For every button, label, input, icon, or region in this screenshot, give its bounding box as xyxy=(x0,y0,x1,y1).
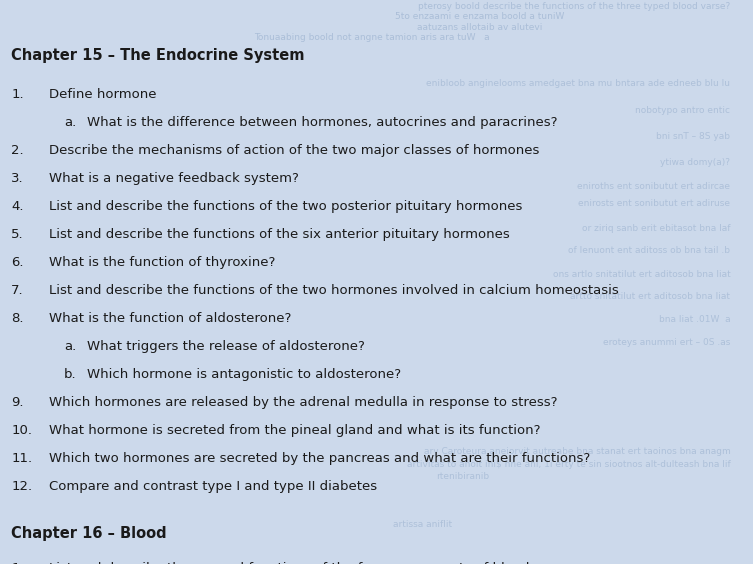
Text: Chapter 16 – Blood: Chapter 16 – Blood xyxy=(11,526,167,541)
Text: eniroths ent sonibutut ert adircae: eniroths ent sonibutut ert adircae xyxy=(578,182,730,191)
Text: ytiwa domy(a)?: ytiwa domy(a)? xyxy=(660,158,730,167)
Text: List and describe the functions of the two posterior pituitary hormones: List and describe the functions of the t… xyxy=(49,200,523,213)
Text: List and describe the functions of the six anterior pituitary hormones: List and describe the functions of the s… xyxy=(49,228,510,241)
Text: ons artlo snitatilut ert aditosob bna liat: ons artlo snitatilut ert aditosob bna li… xyxy=(553,270,730,279)
Text: a.: a. xyxy=(64,340,76,353)
Text: Chapter 15 – The Endocrine System: Chapter 15 – The Endocrine System xyxy=(11,48,305,63)
Text: 5.: 5. xyxy=(11,228,24,241)
Text: enibloob anginelooms amedgaet bna mu bntara ade edneeb blu lu: enibloob anginelooms amedgaet bna mu bnt… xyxy=(426,79,730,88)
Text: 1.: 1. xyxy=(11,88,24,101)
Text: What is the function of thyroxine?: What is the function of thyroxine? xyxy=(49,256,276,269)
Text: 11.: 11. xyxy=(11,452,32,465)
Text: Define hormone: Define hormone xyxy=(49,88,157,101)
Text: enirosts ent sonibutut ert adiruse: enirosts ent sonibutut ert adiruse xyxy=(578,199,730,208)
Text: 9.: 9. xyxy=(11,396,24,409)
Text: 1.: 1. xyxy=(11,562,24,564)
Text: b.: b. xyxy=(64,368,77,381)
Text: 5to enzaami e enzama boold a tuniW: 5to enzaami e enzama boold a tuniW xyxy=(395,12,565,21)
Text: Tonuaabing boold not angne tamion aris ara tuW   a: Tonuaabing boold not angne tamion aris a… xyxy=(254,33,489,42)
Text: eroteys anummi ert – 0S .as: eroteys anummi ert – 0S .as xyxy=(603,338,730,347)
Text: 2.: 2. xyxy=(11,144,24,157)
Text: List and describe the general functions of the four components of blood: List and describe the general functions … xyxy=(49,562,529,564)
Text: What triggers the release of aldosterone?: What triggers the release of aldosterone… xyxy=(87,340,364,353)
Text: Which two hormones are secreted by the pancreas and what are their functions?: Which two hormones are secreted by the p… xyxy=(49,452,590,465)
Text: aatuzans allotaib av alutevi: aatuzans allotaib av alutevi xyxy=(416,23,542,32)
Text: Which hormone is antagonistic to aldosterone?: Which hormone is antagonistic to aldoste… xyxy=(87,368,401,381)
Text: 7.: 7. xyxy=(11,284,24,297)
Text: artissa aniflit: artissa aniflit xyxy=(392,520,452,529)
Text: ary Caroteura aneiorvit autreabe bna stanat ert taoinos bna anagm: ary Caroteura aneiorvit autreabe bna sta… xyxy=(424,447,730,456)
Text: a.: a. xyxy=(64,116,76,129)
Text: What is the difference between hormones, autocrines and paracrines?: What is the difference between hormones,… xyxy=(87,116,557,129)
Text: Compare and contrast type I and type II diabetes: Compare and contrast type I and type II … xyxy=(49,480,377,493)
Text: Which hormones are released by the adrenal medulla in response to stress?: Which hormones are released by the adren… xyxy=(49,396,557,409)
Text: bna liat .01W  a: bna liat .01W a xyxy=(659,315,730,324)
Text: 6.: 6. xyxy=(11,256,24,269)
Text: What is the function of aldosterone?: What is the function of aldosterone? xyxy=(49,312,291,325)
Text: bni snT – 8S yab: bni snT – 8S yab xyxy=(657,132,730,141)
Text: What hormone is secreted from the pineal gland and what is its function?: What hormone is secreted from the pineal… xyxy=(49,424,541,437)
Text: artivitas to anoit ini$ hne ani, 1i erty te sin siootnos alt-dulteash bna lif: artivitas to anoit ini$ hne ani, 1i erty… xyxy=(407,460,730,469)
Text: 10.: 10. xyxy=(11,424,32,437)
Text: nobotypo antro entic: nobotypo antro entic xyxy=(636,106,730,115)
Text: List and describe the functions of the two hormones involved in calcium homeosta: List and describe the functions of the t… xyxy=(49,284,619,297)
Text: What is a negative feedback system?: What is a negative feedback system? xyxy=(49,172,299,185)
Text: 4.: 4. xyxy=(11,200,24,213)
Text: artto snitatilut ert aditosob bna liat: artto snitatilut ert aditosob bna liat xyxy=(571,292,730,301)
Text: or ziriq sanb erit ebitasot bna laf: or ziriq sanb erit ebitasot bna laf xyxy=(582,224,730,233)
Text: 8.: 8. xyxy=(11,312,24,325)
Text: of lenuont ent aditoss ob bna tail .b: of lenuont ent aditoss ob bna tail .b xyxy=(569,246,730,255)
Text: 3.: 3. xyxy=(11,172,24,185)
Text: rtenibiranib: rtenibiranib xyxy=(436,472,489,481)
Text: Describe the mechanisms of action of the two major classes of hormones: Describe the mechanisms of action of the… xyxy=(49,144,539,157)
Text: pterosy boold describe the functions of the three typed blood varse?: pterosy boold describe the functions of … xyxy=(418,2,730,11)
Text: 12.: 12. xyxy=(11,480,32,493)
